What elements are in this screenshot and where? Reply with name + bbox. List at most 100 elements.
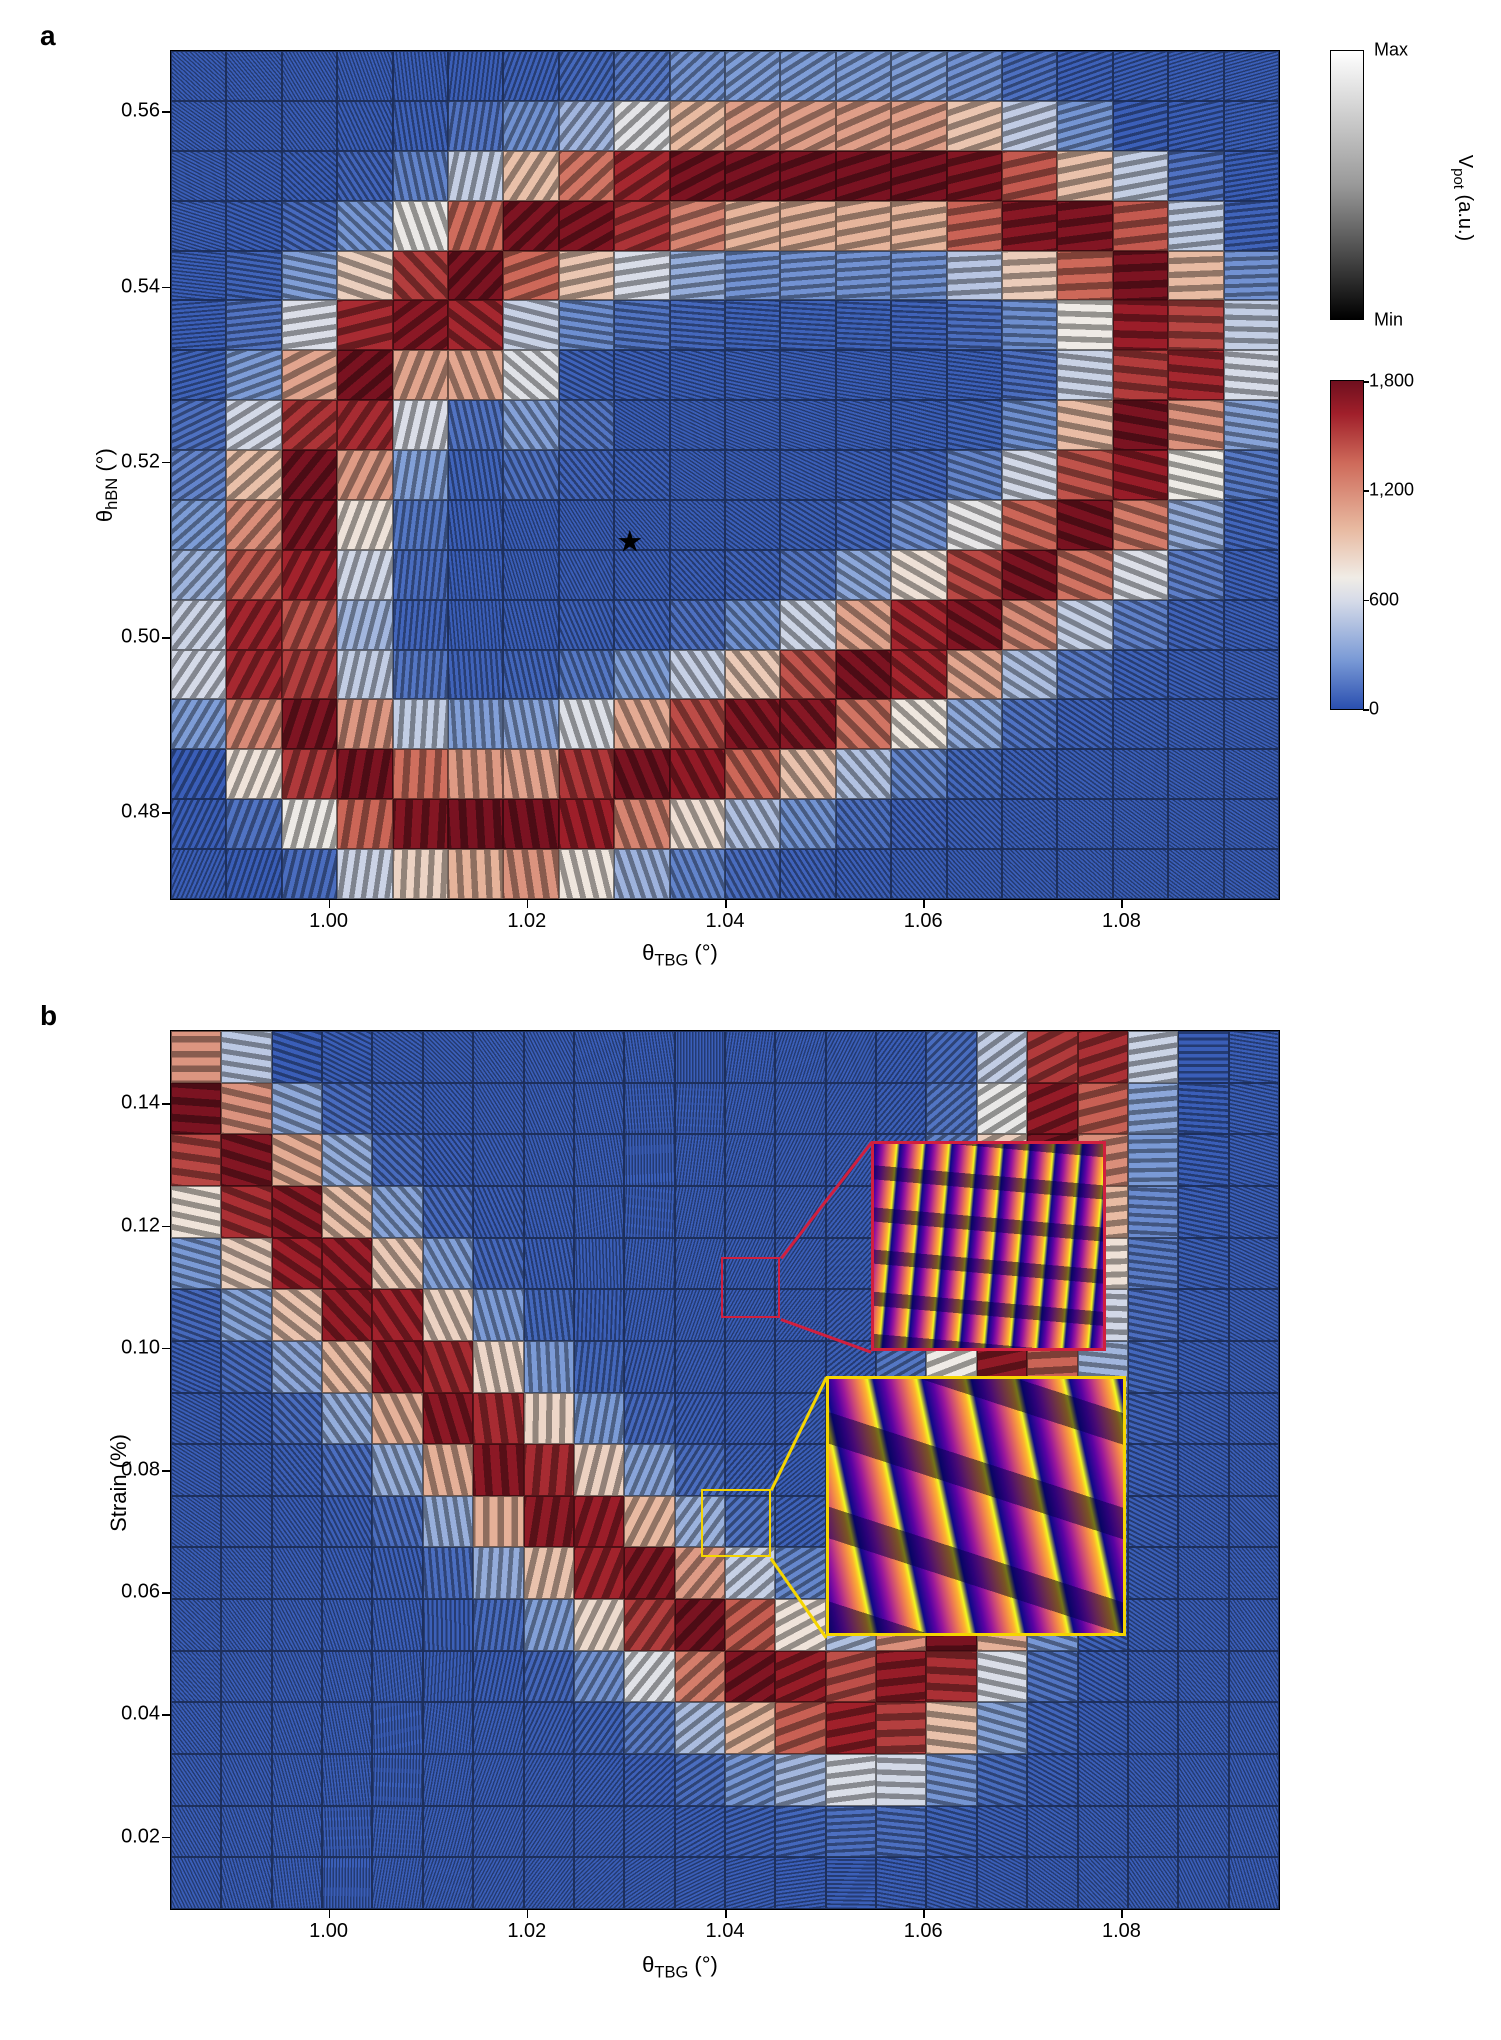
moire-cell bbox=[524, 1651, 574, 1703]
moire-cell bbox=[1128, 1547, 1178, 1599]
moire-pattern bbox=[221, 1444, 271, 1496]
moire-cell bbox=[524, 1857, 574, 1909]
moire-cell bbox=[171, 849, 226, 899]
moire-cell bbox=[1113, 450, 1168, 500]
moire-pattern bbox=[423, 1599, 473, 1651]
moire-pattern bbox=[221, 1857, 271, 1909]
moire-cell bbox=[891, 251, 946, 301]
moire-cell bbox=[171, 51, 226, 101]
moire-cell bbox=[372, 1393, 422, 1445]
moire-cell bbox=[226, 650, 281, 700]
moire-pattern bbox=[725, 1651, 775, 1703]
moire-pattern bbox=[524, 1857, 574, 1909]
moire-cell bbox=[574, 1444, 624, 1496]
moire-pattern bbox=[614, 749, 669, 799]
moire-pattern bbox=[473, 1496, 523, 1548]
moire-pattern bbox=[423, 1238, 473, 1290]
moire-pattern bbox=[1224, 450, 1279, 500]
moire-pattern bbox=[1178, 1238, 1228, 1290]
moire-pattern bbox=[614, 799, 669, 849]
moire-cell bbox=[780, 151, 835, 201]
moire-cell bbox=[1057, 151, 1112, 201]
moire-pattern bbox=[337, 500, 392, 550]
moire-pattern bbox=[725, 1031, 775, 1083]
panel-b-ylabel: Strain (%) bbox=[106, 1434, 132, 1532]
moire-pattern bbox=[574, 1444, 624, 1496]
moire-pattern bbox=[1002, 500, 1057, 550]
moire-pattern bbox=[891, 450, 946, 500]
moire-pattern bbox=[1168, 799, 1223, 849]
moire-cell bbox=[1027, 1083, 1077, 1135]
moire-pattern bbox=[780, 251, 835, 301]
moire-cell bbox=[559, 101, 614, 151]
moire-cell bbox=[1229, 1702, 1279, 1754]
moire-pattern bbox=[1168, 500, 1223, 550]
moire-cell bbox=[171, 1444, 221, 1496]
moire-cell bbox=[1168, 51, 1223, 101]
moire-pattern bbox=[826, 1031, 876, 1083]
moire-pattern bbox=[836, 550, 891, 600]
moire-cell bbox=[1229, 1186, 1279, 1238]
moire-pattern bbox=[322, 1393, 372, 1445]
moire-pattern bbox=[272, 1031, 322, 1083]
moire-cell bbox=[947, 251, 1002, 301]
moire-cell bbox=[1224, 500, 1279, 550]
moire-pattern bbox=[670, 749, 725, 799]
moire-pattern bbox=[574, 1857, 624, 1909]
moire-cell bbox=[221, 1444, 271, 1496]
moire-pattern bbox=[322, 1031, 372, 1083]
moire-cell bbox=[322, 1134, 372, 1186]
moire-pattern bbox=[574, 1496, 624, 1548]
moire-cell bbox=[826, 1083, 876, 1135]
moire-cell bbox=[836, 450, 891, 500]
moire-pattern bbox=[473, 1031, 523, 1083]
moire-cell bbox=[826, 1754, 876, 1806]
moire-cell bbox=[1057, 350, 1112, 400]
subscript: TBG bbox=[654, 951, 688, 969]
moire-cell bbox=[448, 201, 503, 251]
moire-pattern bbox=[221, 1341, 271, 1393]
moire-pattern bbox=[171, 1857, 221, 1909]
moire-cell bbox=[775, 1134, 825, 1186]
moire-cell bbox=[670, 799, 725, 849]
moire-pattern bbox=[559, 51, 614, 101]
moire-cell bbox=[670, 650, 725, 700]
moire-pattern bbox=[947, 300, 1002, 350]
moire-pattern bbox=[574, 1341, 624, 1393]
moire-pattern bbox=[1057, 201, 1112, 251]
moire-cell bbox=[891, 749, 946, 799]
moire-pattern bbox=[1168, 749, 1223, 799]
moire-pattern bbox=[322, 1496, 372, 1548]
moire-cell bbox=[226, 400, 281, 450]
moire-pattern bbox=[337, 201, 392, 251]
moire-cell bbox=[780, 550, 835, 600]
moire-cell bbox=[1168, 600, 1223, 650]
moire-pattern bbox=[1002, 600, 1057, 650]
moire-cell bbox=[372, 1651, 422, 1703]
moire-cell bbox=[775, 1857, 825, 1909]
moire-cell bbox=[372, 1547, 422, 1599]
moire-pattern bbox=[876, 1083, 926, 1135]
moire-pattern bbox=[226, 151, 281, 201]
moire-cell bbox=[473, 1651, 523, 1703]
moire-pattern bbox=[614, 251, 669, 301]
moire-cell bbox=[1128, 1599, 1178, 1651]
moire-pattern bbox=[1229, 1806, 1279, 1858]
moire-cell bbox=[725, 1806, 775, 1858]
moire-pattern bbox=[226, 300, 281, 350]
moire-pattern bbox=[1224, 650, 1279, 700]
moire-cell bbox=[559, 51, 614, 101]
moire-pattern bbox=[1178, 1444, 1228, 1496]
moire-pattern bbox=[926, 1702, 976, 1754]
moire-cell bbox=[977, 1754, 1027, 1806]
moire-pattern bbox=[780, 151, 835, 201]
moire-cell bbox=[1178, 1806, 1228, 1858]
moire-cell bbox=[780, 849, 835, 899]
moire-cell bbox=[524, 1186, 574, 1238]
moire-pattern bbox=[675, 1651, 725, 1703]
moire-pattern bbox=[977, 1651, 1027, 1703]
moire-cell bbox=[503, 350, 558, 400]
moire-cell bbox=[503, 201, 558, 251]
moire-pattern bbox=[1168, 550, 1223, 600]
moire-pattern bbox=[221, 1702, 271, 1754]
